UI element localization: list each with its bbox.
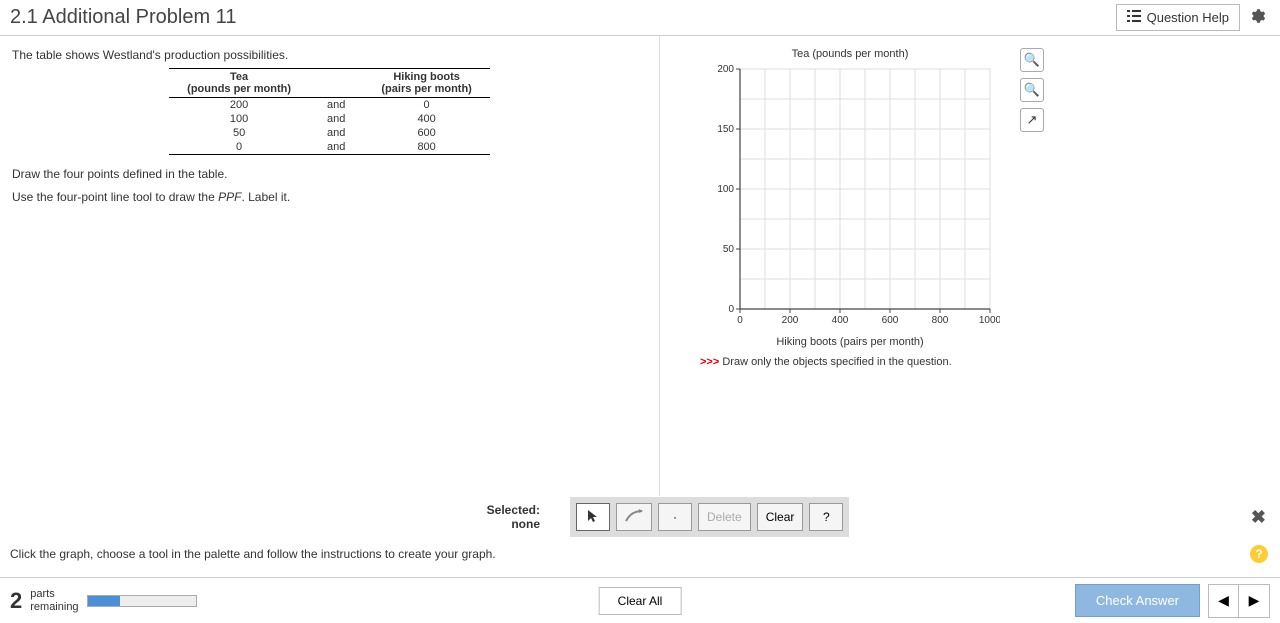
toolbar-row: Selected: none · Delete Clear ? ✖ bbox=[0, 497, 1280, 537]
chart-side-tools: 🔍 🔍 ↗ bbox=[1020, 48, 1044, 132]
table-col2-header: Hiking boots (pairs per month) bbox=[363, 69, 489, 98]
prev-icon: ◀ bbox=[1218, 592, 1229, 608]
header-controls: Question Help bbox=[1116, 4, 1270, 31]
close-icon: ✖ bbox=[1251, 507, 1266, 527]
graph-pane: Tea (pounds per month) 0 50 100 150 200 0 200 4… bbox=[660, 36, 1280, 496]
curve-icon bbox=[625, 512, 643, 526]
svg-text:200: 200 bbox=[782, 315, 799, 326]
question-help-button[interactable]: Question Help bbox=[1116, 4, 1240, 31]
check-answer-button[interactable]: Check Answer bbox=[1075, 584, 1200, 617]
instruction-2: Use the four-point line tool to draw the… bbox=[12, 188, 647, 207]
svg-text:50: 50 bbox=[723, 244, 735, 255]
svg-text:0: 0 bbox=[728, 304, 734, 315]
page-title: 2.1 Additional Problem 11 bbox=[10, 6, 236, 29]
progress-fill bbox=[88, 596, 120, 606]
chart-hint: >>> Draw only the objects specified in t… bbox=[700, 356, 1000, 368]
list-icon bbox=[1127, 9, 1141, 26]
line-tool-button[interactable] bbox=[616, 503, 652, 531]
table-joiner-header bbox=[309, 69, 363, 98]
popout-icon: ↗ bbox=[1027, 112, 1038, 128]
prev-button[interactable]: ◀ bbox=[1209, 585, 1239, 617]
tool-palette: · Delete Clear ? bbox=[570, 497, 849, 537]
parts-remaining: 2 partsremaining bbox=[10, 588, 197, 614]
production-table: Tea (pounds per month) Hiking boots (pai… bbox=[169, 68, 490, 155]
instruction-1: Draw the four points defined in the tabl… bbox=[12, 165, 647, 184]
svg-text:200: 200 bbox=[717, 64, 734, 75]
svg-text:1000: 1000 bbox=[979, 315, 1000, 326]
svg-text:150: 150 bbox=[717, 124, 734, 135]
table-row: 0and800 bbox=[169, 140, 490, 155]
help-icon: ? bbox=[1255, 547, 1262, 561]
problem-pane: The table shows Westland's production po… bbox=[0, 36, 660, 496]
chart-x-title: Hiking boots (pairs per month) bbox=[700, 336, 1000, 348]
zoom-out-button[interactable]: 🔍 bbox=[1020, 78, 1044, 102]
zoom-in-icon: 🔍 bbox=[1024, 52, 1040, 68]
hint-arrows-icon: >>> bbox=[700, 356, 719, 368]
footer-bar: 2 partsremaining Clear All Check Answer … bbox=[0, 577, 1280, 623]
clear-button[interactable]: Clear bbox=[757, 503, 804, 531]
settings-button[interactable] bbox=[1244, 5, 1270, 31]
svg-text:100: 100 bbox=[717, 184, 734, 195]
selected-display: Selected: none bbox=[10, 503, 570, 531]
header-bar: 2.1 Additional Problem 11 Question Help bbox=[0, 0, 1280, 36]
table-row: 50and600 bbox=[169, 126, 490, 140]
zoom-out-icon: 🔍 bbox=[1024, 82, 1040, 98]
zoom-in-button[interactable]: 🔍 bbox=[1020, 48, 1044, 72]
chart-canvas[interactable]: 0 50 100 150 200 0 200 400 600 800 1000 bbox=[700, 64, 1000, 334]
table-col1-header: Tea (pounds per month) bbox=[169, 69, 309, 98]
next-icon: ▶ bbox=[1249, 592, 1260, 608]
svg-text:400: 400 bbox=[832, 315, 849, 326]
chart-y-title: Tea (pounds per month) bbox=[700, 48, 1000, 60]
pointer-tool-button[interactable] bbox=[576, 503, 610, 531]
table-row: 100and400 bbox=[169, 112, 490, 126]
delete-button[interactable]: Delete bbox=[698, 503, 751, 531]
svg-text:600: 600 bbox=[882, 315, 899, 326]
gear-icon bbox=[1248, 7, 1266, 28]
palette-help-button[interactable]: ? bbox=[809, 503, 843, 531]
content-area: The table shows Westland's production po… bbox=[0, 36, 1280, 496]
clear-all-button[interactable]: Clear All bbox=[599, 587, 682, 615]
graph-instruction: Click the graph, choose a tool in the pa… bbox=[10, 547, 1270, 561]
svg-text:0: 0 bbox=[737, 315, 743, 326]
pointer-icon bbox=[587, 512, 599, 526]
parts-count: 2 bbox=[10, 588, 22, 614]
progress-bar bbox=[87, 595, 197, 607]
close-palette-button[interactable]: ✖ bbox=[1251, 507, 1266, 528]
nav-buttons: ◀ ▶ bbox=[1208, 584, 1270, 618]
table-row: 200and0 bbox=[169, 98, 490, 113]
popout-button[interactable]: ↗ bbox=[1020, 108, 1044, 132]
svg-text:800: 800 bbox=[932, 315, 949, 326]
problem-intro: The table shows Westland's production po… bbox=[12, 48, 647, 62]
dot-icon: · bbox=[673, 510, 677, 524]
next-button[interactable]: ▶ bbox=[1239, 585, 1269, 617]
help-badge-button[interactable]: ? bbox=[1250, 545, 1268, 563]
question-help-label: Question Help bbox=[1147, 10, 1229, 25]
chart-container: Tea (pounds per month) 0 50 100 150 200 0 200 4… bbox=[700, 48, 1000, 368]
parts-label: partsremaining bbox=[30, 588, 78, 612]
footer-right: Check Answer ◀ ▶ bbox=[1075, 584, 1270, 618]
point-tool-button[interactable]: · bbox=[658, 503, 692, 531]
